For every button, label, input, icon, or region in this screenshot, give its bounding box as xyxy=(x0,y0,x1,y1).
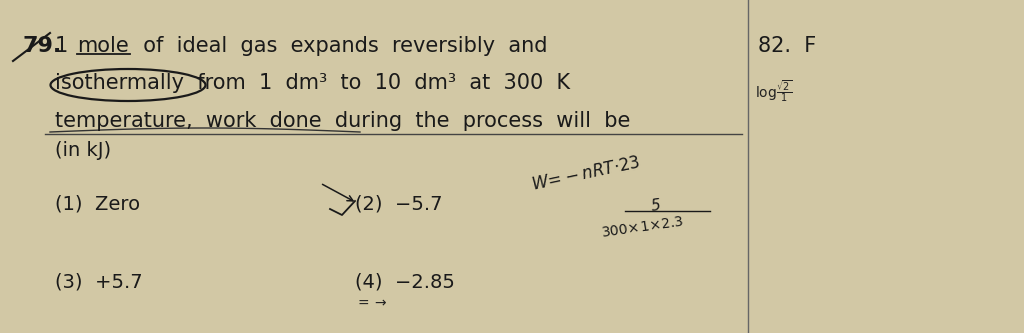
Text: 79.: 79. xyxy=(22,36,61,56)
Text: 82.  F: 82. F xyxy=(758,36,816,56)
Text: 1: 1 xyxy=(55,36,82,56)
Text: (1)  Zero: (1) Zero xyxy=(55,195,140,214)
Text: of  ideal  gas  expands  reversibly  and: of ideal gas expands reversibly and xyxy=(130,36,548,56)
Text: 5: 5 xyxy=(650,198,662,214)
Text: (3)  +5.7: (3) +5.7 xyxy=(55,273,142,292)
Text: (4)  −2.85: (4) −2.85 xyxy=(355,273,455,292)
Text: $300\!\times\!1\!\times\!2.3$: $300\!\times\!1\!\times\!2.3$ xyxy=(600,215,684,240)
Text: (2)  −5.7: (2) −5.7 xyxy=(355,195,442,214)
Text: mole: mole xyxy=(77,36,129,56)
Text: $= \rightarrow$: $= \rightarrow$ xyxy=(355,295,388,309)
Text: isothermally  from  1  dm³  to  10  dm³  at  300  K: isothermally from 1 dm³ to 10 dm³ at 300… xyxy=(55,73,570,93)
Text: temperature,  work  done  during  the  process  will  be: temperature, work done during the proces… xyxy=(55,111,631,131)
Text: $W\!=\!-nRT{\cdot}23$: $W\!=\!-nRT{\cdot}23$ xyxy=(530,153,642,194)
Text: $\log\!\frac{\sqrt{2}}{1}$: $\log\!\frac{\sqrt{2}}{1}$ xyxy=(755,78,793,104)
Text: (in kJ): (in kJ) xyxy=(55,141,112,160)
